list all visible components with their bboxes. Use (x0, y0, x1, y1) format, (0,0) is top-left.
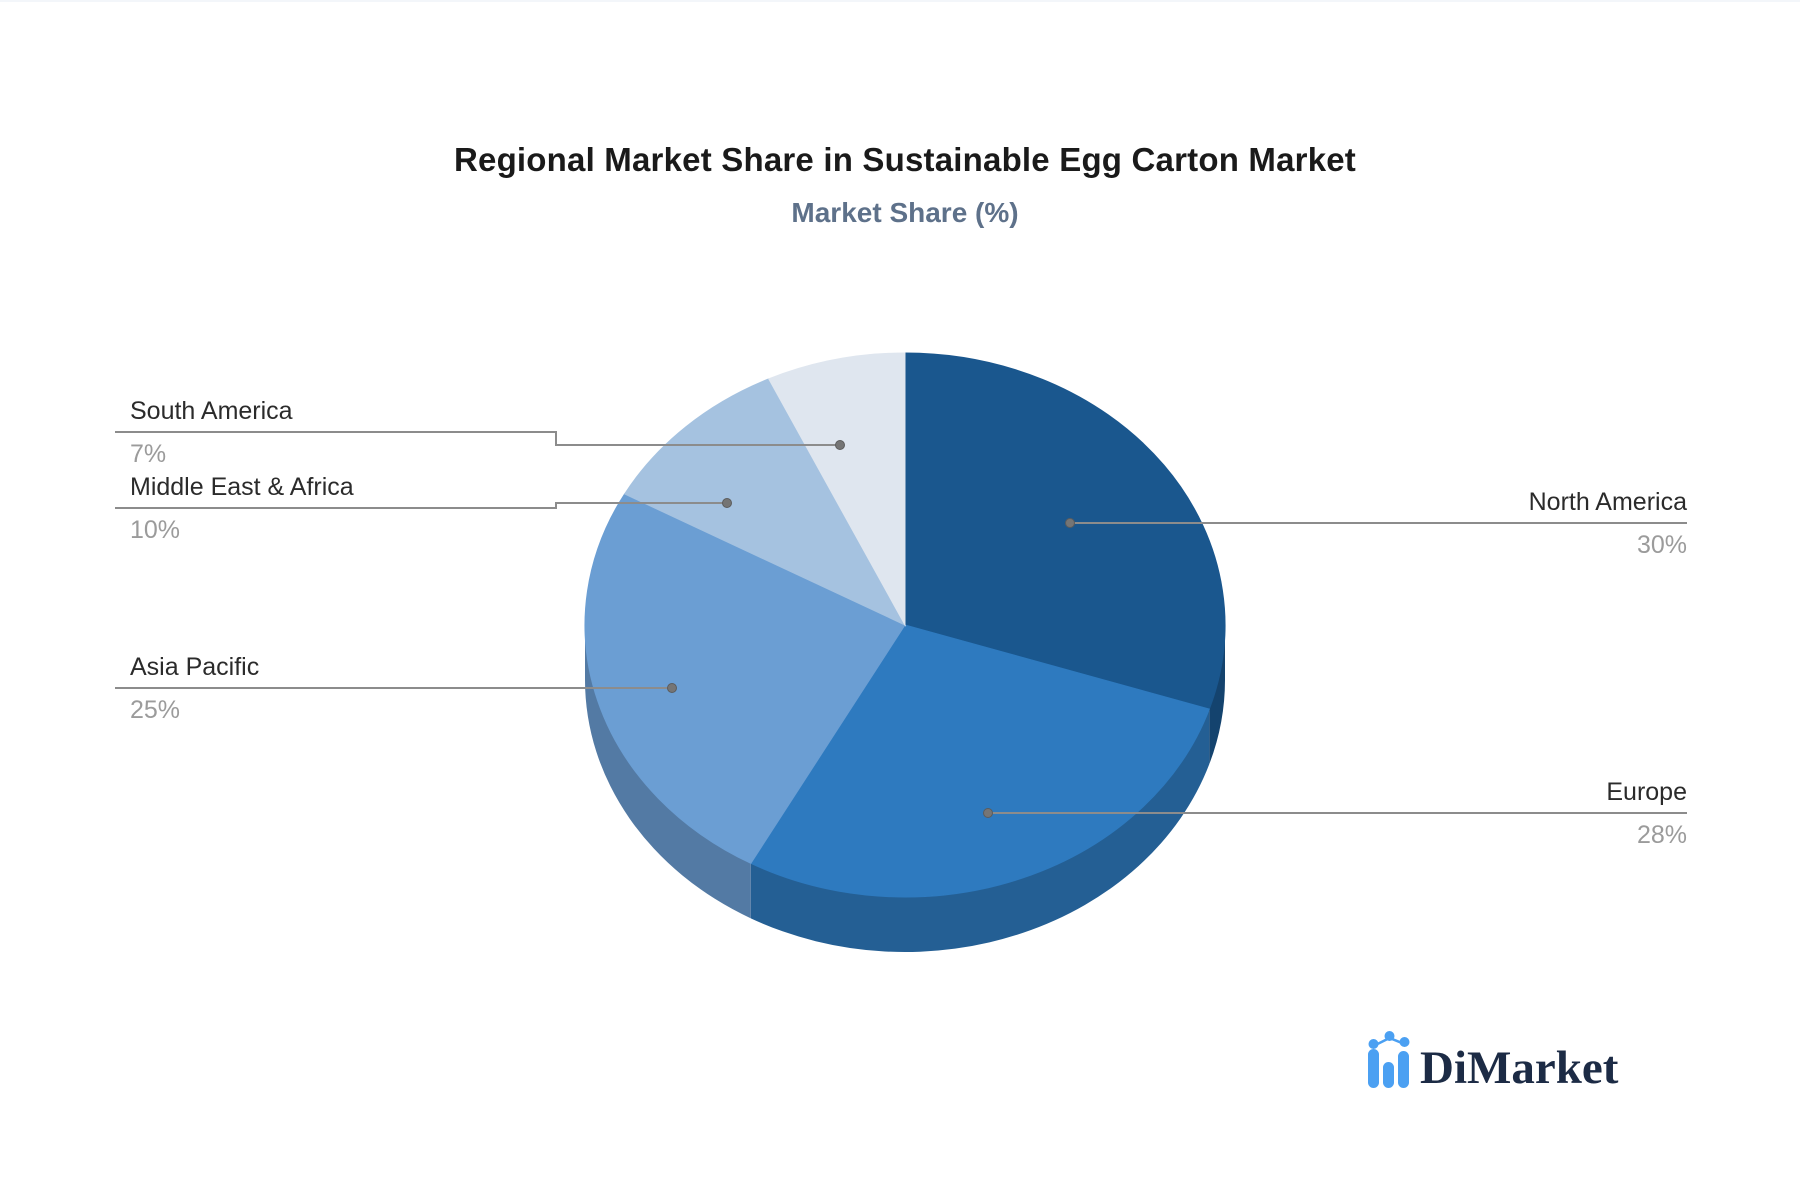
chart-subtitle: Market Share (%) (791, 197, 1019, 228)
slice-label-Asia Pacific: Asia Pacific (130, 653, 260, 681)
slice-label-North America: North America (1528, 488, 1687, 516)
slice-percent-Europe: 28% (1636, 821, 1687, 849)
slice-percent-Asia Pacific: 25% (130, 696, 181, 724)
pie-slice-Asia Pacific[interactable] (584, 493, 906, 864)
leader-dot-South America (835, 440, 845, 450)
leader-line-Middle East & Africa (115, 502, 727, 509)
leader-line-South America (115, 431, 840, 446)
slice-label-Middle East & Africa: Middle East & Africa (130, 473, 354, 501)
slice-label-South America: South America (130, 397, 293, 425)
pie-side-Asia Pacific (585, 625, 751, 919)
logo: DiMarket (1362, 1028, 1692, 1098)
top-border (0, 0, 1800, 2)
pie-side-North America (1209, 625, 1225, 765)
pie-slice-North America[interactable] (904, 352, 1226, 710)
chart-title: Regional Market Share in Sustainable Egg… (453, 141, 1357, 178)
leader-dot-North America (1065, 518, 1075, 528)
slice-percent-North America: 30% (1636, 531, 1687, 559)
pie-slice-South America[interactable] (768, 352, 906, 627)
slice-percent-Middle East & Africa: 10% (130, 516, 181, 544)
pie-slice-Europe[interactable] (750, 624, 1211, 898)
slice-percent-South America: 7% (130, 440, 167, 468)
leader-dot-Europe (983, 808, 993, 818)
leader-dot-Middle East & Africa (722, 498, 732, 508)
slice-label-Europe: Europe (1606, 778, 1687, 806)
leader-dot-Asia Pacific (667, 683, 677, 693)
logo-bar-chart-icon (1368, 1031, 1410, 1088)
logo-text: DiMarket (1420, 1042, 1619, 1094)
pie-slice-Middle East & Africa[interactable] (623, 378, 907, 627)
pie-side-Europe (750, 709, 1210, 952)
